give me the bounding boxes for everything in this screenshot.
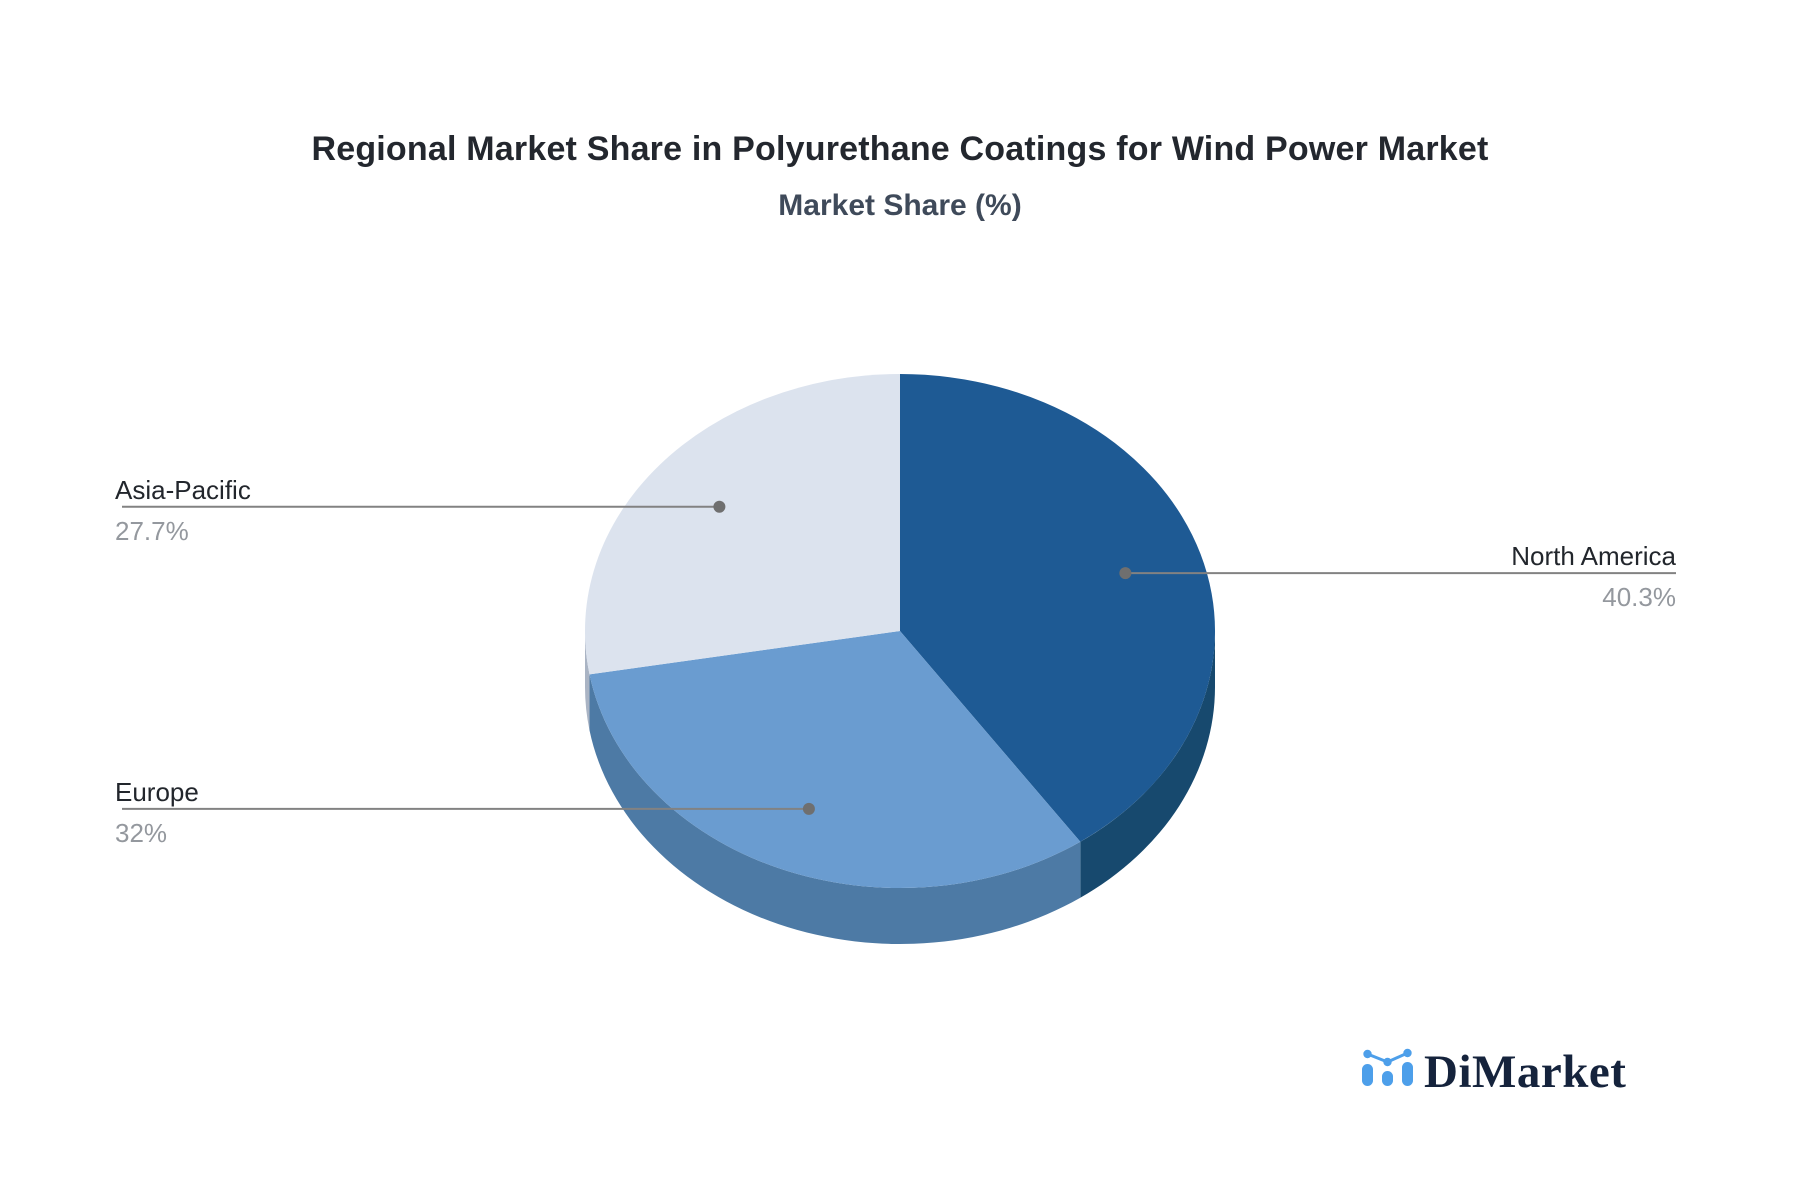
pie-slice-north-america[interactable]	[900, 374, 1216, 842]
brand-logo-text: DiMarket	[1424, 1046, 1627, 1098]
slice-percent-north-america: 40.3%	[1602, 582, 1676, 613]
bar-chart-trend-icon	[1362, 1048, 1413, 1086]
pie-slice-side-asia-pacific	[585, 631, 590, 731]
pie-slice-side-europe	[589, 674, 1081, 945]
leader-dot-north-america	[1119, 567, 1132, 580]
slice-name-north-america: North America	[1511, 541, 1676, 572]
slice-name-europe: Europe	[115, 776, 199, 807]
pie-slice-side-north-america	[1080, 631, 1215, 898]
slice-percent-europe: 32%	[115, 817, 168, 848]
chart-title: Regional Market Share in Polyurethane Co…	[311, 130, 1489, 168]
leader-dot-asia-pacific	[713, 500, 726, 513]
brand-logo-icon	[1362, 1048, 1413, 1086]
slice-name-asia-pacific: Asia-Pacific	[115, 474, 251, 505]
pie-slice-asia-pacific[interactable]	[584, 374, 900, 675]
pie-slice-europe[interactable]	[589, 631, 1081, 889]
chart-subtitle: Market Share (%)	[778, 189, 1022, 222]
leader-dot-europe	[802, 802, 815, 815]
slice-percent-asia-pacific: 27.7%	[115, 515, 189, 546]
